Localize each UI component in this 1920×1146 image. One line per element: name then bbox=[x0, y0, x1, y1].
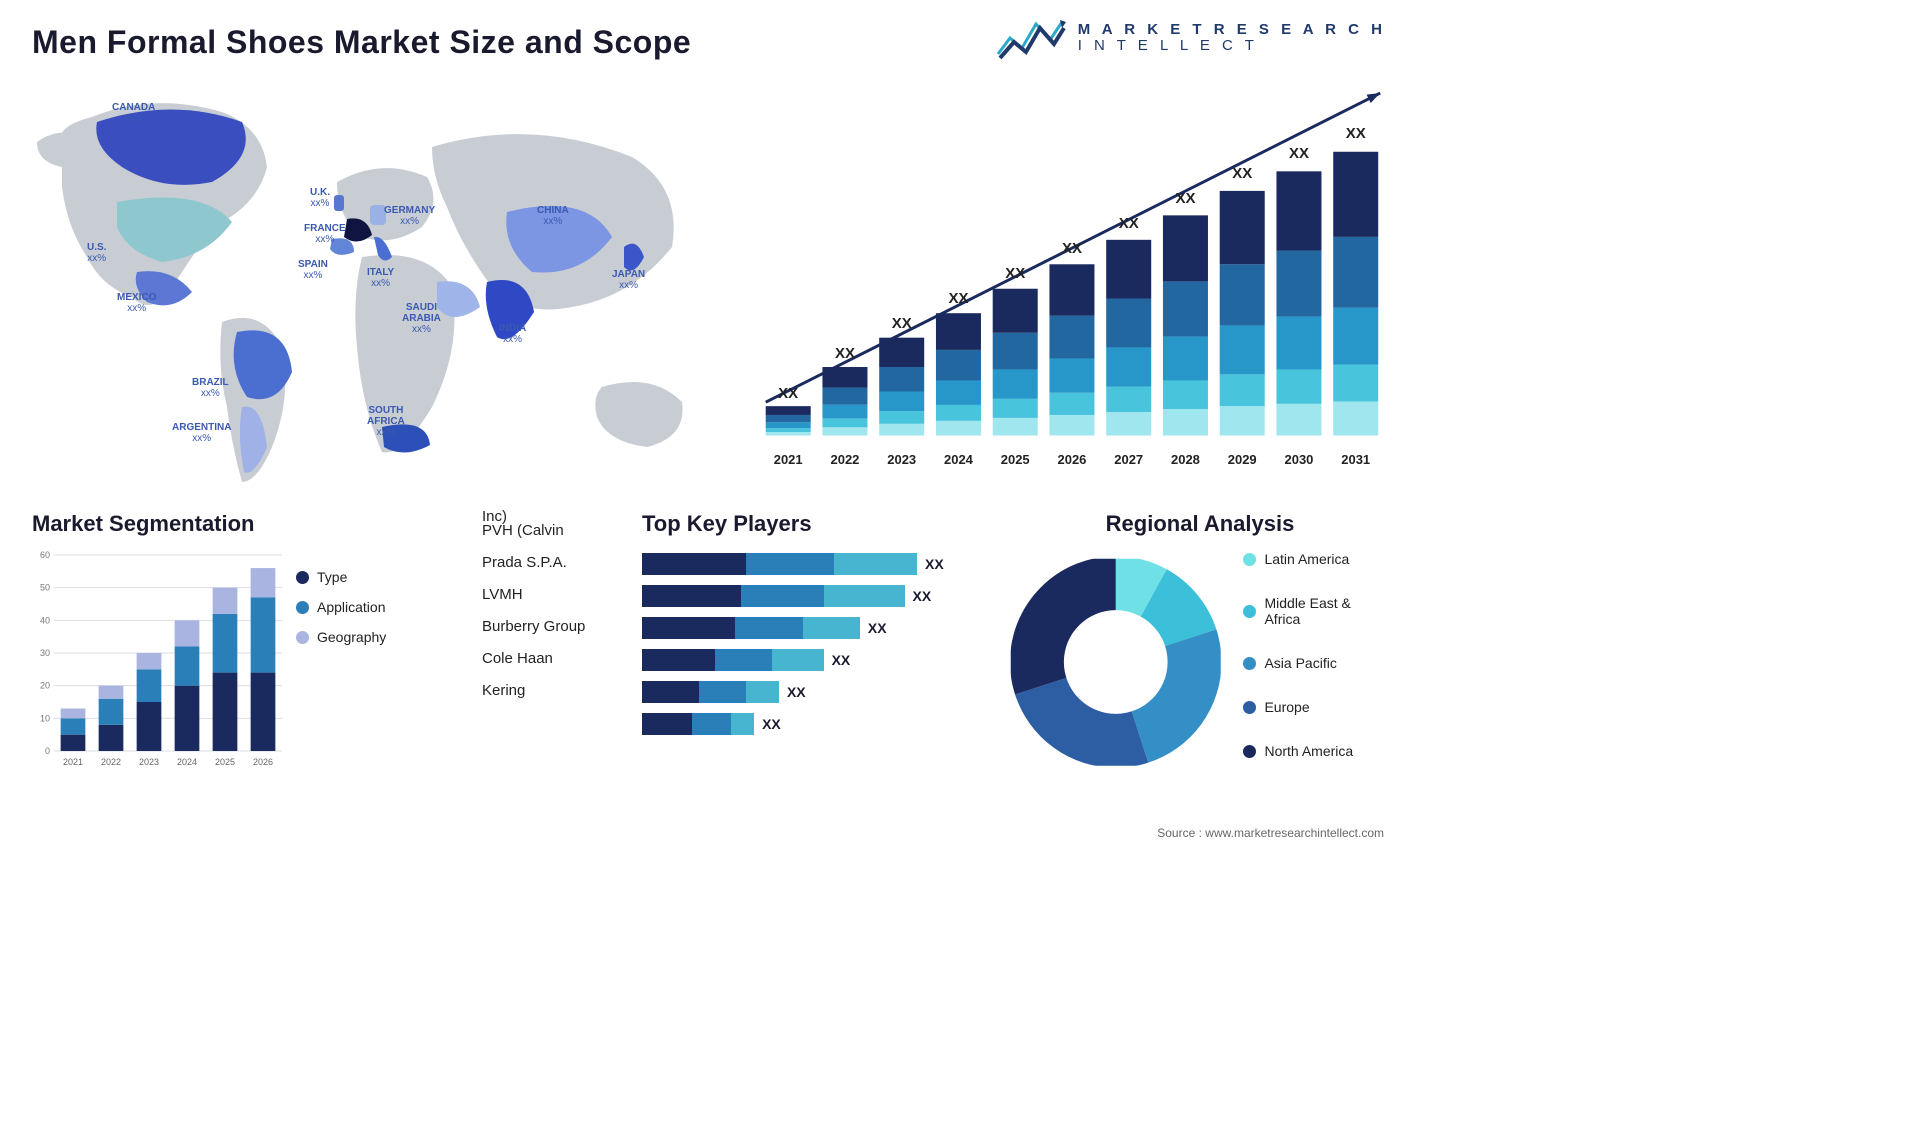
map-country-label: U.S.xx% bbox=[87, 242, 106, 264]
key-player-row: XX bbox=[642, 649, 992, 671]
svg-text:0: 0 bbox=[45, 746, 50, 756]
map-country-label: JAPANxx% bbox=[612, 269, 645, 291]
svg-text:20: 20 bbox=[40, 681, 50, 691]
regional-legend-item: Europe bbox=[1243, 699, 1388, 715]
svg-text:40: 40 bbox=[40, 615, 50, 625]
svg-text:2025: 2025 bbox=[215, 757, 235, 767]
svg-text:2022: 2022 bbox=[101, 757, 121, 767]
key-players-title: Top Key Players bbox=[642, 511, 992, 537]
key-player-value: XX bbox=[762, 716, 781, 732]
bigbar-value-label: XX bbox=[1062, 240, 1082, 257]
key-player-name: Cole Haan bbox=[482, 650, 642, 672]
map-country-label: SPAINxx% bbox=[298, 259, 328, 281]
key-players-bars: XX XX XX XX XX XX bbox=[642, 551, 992, 735]
regional-legend-item: Latin America bbox=[1243, 551, 1388, 567]
key-player-row: XX bbox=[642, 553, 992, 575]
regional-legend-item: Middle East & Africa bbox=[1243, 595, 1388, 627]
bigbar-year-label: 2030 bbox=[1284, 452, 1313, 467]
map-country-label: INDIAxx% bbox=[499, 323, 526, 345]
world-map-panel: CANADAxx% U.S.xx% MEXICOxx% BRAZILxx% ARGENT… bbox=[32, 87, 722, 487]
svg-text:2023: 2023 bbox=[139, 757, 159, 767]
logo-line2: R E S E A R C H bbox=[1214, 21, 1386, 38]
svg-text:30: 30 bbox=[40, 648, 50, 658]
svg-text:50: 50 bbox=[40, 583, 50, 593]
market-size-chart: 2021 XX 2022 XX 2023 XX 2024 XX 2025 XX 2026 XX 2027… bbox=[752, 87, 1388, 467]
map-country-label: BRAZILxx% bbox=[192, 377, 229, 399]
map-country-label: ARGENTINAxx% bbox=[172, 422, 231, 444]
bigbar-value-label: XX bbox=[1175, 190, 1195, 207]
bigbar-year-label: 2031 bbox=[1341, 452, 1370, 467]
bigbar-value-label: XX bbox=[778, 385, 798, 402]
map-country-label: ITALYxx% bbox=[367, 267, 394, 289]
segmentation-legend-item: Geography bbox=[296, 629, 462, 645]
segmentation-legend-item: Type bbox=[296, 569, 462, 585]
bigbar-year-label: 2029 bbox=[1228, 452, 1257, 467]
bigbar-value-label: XX bbox=[1346, 125, 1366, 142]
bigbar-value-label: XX bbox=[892, 315, 912, 332]
bigbar-year-label: 2021 bbox=[774, 452, 803, 467]
key-player-name: Kering bbox=[482, 682, 642, 704]
map-country-label: GERMANYxx% bbox=[384, 205, 435, 227]
bigbar-value-label: XX bbox=[948, 290, 968, 307]
map-country-label: CANADAxx% bbox=[112, 102, 155, 124]
regional-panel: Regional Analysis Latin America Middle Ea… bbox=[1012, 511, 1388, 801]
key-player-name: PVH (Calvin bbox=[482, 522, 642, 544]
map-country-label: U.K.xx% bbox=[310, 187, 330, 209]
key-players-panel: Inc)PVH (CalvinPrada S.P.A.LVMHBurberry … bbox=[482, 511, 992, 801]
segmentation-legend-item: Application bbox=[296, 599, 462, 615]
svg-text:60: 60 bbox=[40, 550, 50, 560]
segmentation-panel: Market Segmentation 2021 2022 2023 2024 2025… bbox=[32, 511, 462, 801]
bigbar-year-label: 2026 bbox=[1057, 452, 1086, 467]
bigbar-value-label: XX bbox=[1005, 265, 1025, 282]
bigbar-year-label: 2027 bbox=[1114, 452, 1143, 467]
segmentation-chart: 2021 2022 2023 2024 2025 2026 0 10 20 30 40 50 60 bbox=[32, 551, 282, 771]
regional-donut-chart bbox=[1011, 558, 1221, 765]
map-country-label: SAUDIARABIAxx% bbox=[402, 302, 441, 335]
map-country-label: FRANCExx% bbox=[304, 223, 346, 245]
logo-mark-icon bbox=[996, 14, 1066, 62]
key-player-row: XX bbox=[642, 617, 992, 639]
regional-title: Regional Analysis bbox=[1012, 511, 1388, 537]
key-player-row: XX bbox=[642, 585, 992, 607]
segmentation-title: Market Segmentation bbox=[32, 511, 462, 537]
source-citation: Source : www.marketresearchintellect.com bbox=[1157, 826, 1384, 840]
logo-line1: M A R K E T bbox=[1078, 21, 1206, 38]
stacked-bar-trend-chart bbox=[752, 87, 1388, 467]
key-player-value: XX bbox=[832, 652, 851, 668]
key-player-value: XX bbox=[913, 588, 932, 604]
bigbar-year-label: 2028 bbox=[1171, 452, 1200, 467]
key-player-value: XX bbox=[925, 556, 944, 572]
segmentation-legend: Type Application Geography bbox=[296, 551, 462, 771]
key-player-name: LVMH bbox=[482, 586, 642, 608]
key-player-name: Burberry Group bbox=[482, 618, 642, 640]
logo-line3: I N T E L L E C T bbox=[1078, 38, 1386, 54]
bigbar-year-label: 2023 bbox=[887, 452, 916, 467]
regional-legend-item: North America bbox=[1243, 743, 1388, 759]
key-player-row: XX bbox=[642, 713, 992, 735]
svg-text:2026: 2026 bbox=[253, 757, 273, 767]
svg-text:2021: 2021 bbox=[63, 757, 83, 767]
key-player-value: XX bbox=[868, 620, 887, 636]
svg-text:2024: 2024 bbox=[177, 757, 197, 767]
svg-text:10: 10 bbox=[40, 713, 50, 723]
regional-legend: Latin America Middle East & Africa Asia Pa… bbox=[1243, 551, 1388, 773]
bigbar-value-label: XX bbox=[835, 345, 855, 362]
bigbar-year-label: 2025 bbox=[1001, 452, 1030, 467]
bigbar-value-label: XX bbox=[1232, 165, 1252, 182]
map-country-label: SOUTHAFRICAxx% bbox=[367, 405, 405, 438]
regional-legend-item: Asia Pacific bbox=[1243, 655, 1388, 671]
brand-logo: M A R K E T R E S E A R C H I N T E L L … bbox=[996, 14, 1386, 62]
bigbar-value-label: XX bbox=[1119, 215, 1139, 232]
map-country-label: MEXICOxx% bbox=[117, 292, 156, 314]
key-player-row: XX bbox=[642, 681, 992, 703]
bigbar-year-label: 2022 bbox=[830, 452, 859, 467]
bigbar-year-label: 2024 bbox=[944, 452, 973, 467]
bigbar-value-label: XX bbox=[1289, 145, 1309, 162]
map-country-label: CHINAxx% bbox=[537, 205, 569, 227]
key-player-name: Prada S.P.A. bbox=[482, 554, 642, 576]
key-players-name-list: Inc)PVH (CalvinPrada S.P.A.LVMHBurberry … bbox=[482, 511, 642, 801]
key-player-value: XX bbox=[787, 684, 806, 700]
